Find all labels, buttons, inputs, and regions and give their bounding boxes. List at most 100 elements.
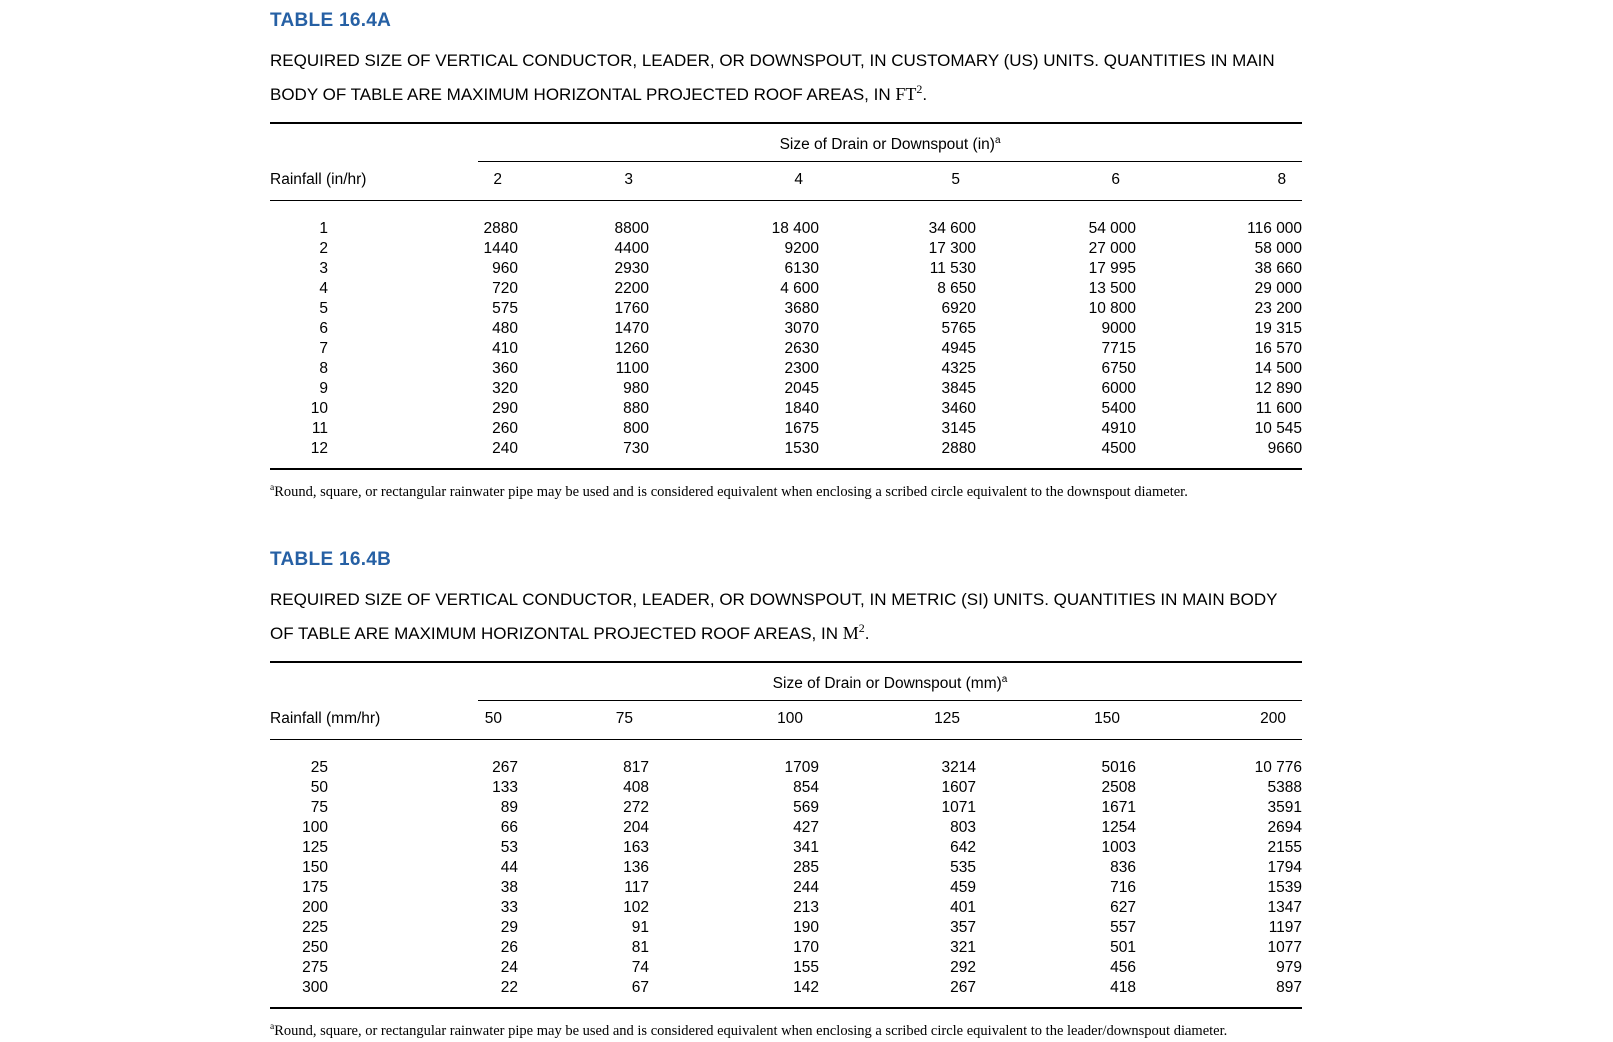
- table-body: 25 267 817 1709 3214 5016 10 776 50 133 408 854 160…: [270, 740, 1302, 1009]
- corner-cell: [270, 123, 478, 162]
- document-page: { "colors": { "accent": "#2660a4", "text…: [270, 10, 1303, 1039]
- table-cell: 2930: [614, 260, 649, 278]
- row-label: 75: [310, 799, 328, 817]
- table-cell: 10 776: [1254, 759, 1303, 777]
- span-header-note: a: [1001, 673, 1008, 685]
- row-label: 12: [310, 440, 328, 458]
- table-cell: 18 400: [771, 220, 819, 238]
- unit-symbol: M2: [842, 620, 865, 643]
- table-cell: 38 660: [1254, 260, 1303, 278]
- row-label: 8: [319, 360, 328, 378]
- table-cell: 33: [500, 899, 518, 917]
- table-cell: 459: [950, 879, 976, 897]
- table-cell: 272: [623, 799, 649, 817]
- subtitle-period: .: [922, 85, 928, 104]
- table-subtitle-b: REQUIRED SIZE OF VERTICAL CONDUCTOR, LEA…: [270, 585, 1302, 648]
- table-cell: 1675: [784, 420, 819, 438]
- table-row: 225 29 91 190 357 557 1197: [270, 918, 1302, 938]
- table-cell: 267: [492, 759, 518, 777]
- table-cell: 1470: [614, 320, 649, 338]
- table-cell: 204: [623, 819, 649, 837]
- column-header: 4: [649, 161, 819, 202]
- row-label: 3: [319, 260, 328, 278]
- table-cell: 10 545: [1254, 420, 1303, 438]
- table-cell: 1254: [1101, 819, 1136, 837]
- table-cell: 1440: [483, 240, 518, 258]
- table-cell: 29: [500, 919, 518, 937]
- span-header: Size of Drain or Downspout (in)a: [478, 123, 1303, 163]
- table-cell: 1671: [1101, 799, 1136, 817]
- table-row: 9 320 980 2045 3845 6000 12 890: [270, 379, 1302, 399]
- table-cell: 260: [492, 420, 518, 438]
- table-body: 1 2880 8800 18 400 34 600 54 000 116 000 2 1440 4…: [270, 201, 1302, 470]
- table-cell: 6750: [1101, 360, 1136, 378]
- table-cell: 535: [950, 859, 976, 877]
- table-cell: 418: [1110, 979, 1136, 997]
- table-row: 75 89 272 569 1071 1671 3591: [270, 798, 1302, 818]
- table-cell: 4400: [614, 240, 649, 258]
- table-cell: 136: [623, 859, 649, 877]
- table-cell: 5400: [1101, 400, 1136, 418]
- table-cell: 7715: [1101, 340, 1136, 358]
- unit-base: M: [842, 622, 859, 643]
- table-cell: 642: [950, 839, 976, 857]
- table-cell: 3214: [941, 759, 976, 777]
- table-cell: 9200: [784, 240, 819, 258]
- table-cell: 81: [631, 939, 649, 957]
- table-row: 200 33 102 213 401 627 1347: [270, 898, 1302, 918]
- table-row: 8 360 1100 2300 4325 6750 14 500: [270, 359, 1302, 379]
- row-label: 100: [302, 819, 328, 837]
- table-row: 150 44 136 285 535 836 1794: [270, 858, 1302, 878]
- table-cell: 190: [793, 919, 819, 937]
- table-cell: 8800: [614, 220, 649, 238]
- table-cell: 58 000: [1254, 240, 1303, 258]
- table-cell: 2155: [1267, 839, 1303, 857]
- table-cell: 4 600: [780, 280, 819, 298]
- table-cell: 16 570: [1254, 340, 1303, 358]
- table-cell: 89: [500, 799, 518, 817]
- table-row: 4 720 2200 4 600 8 650 13 500 29 000: [270, 279, 1302, 299]
- table-footnote-a: aRound, square, or rectangular rainwater…: [270, 478, 1302, 503]
- table-cell: 321: [950, 939, 976, 957]
- table-cell: 557: [1110, 919, 1136, 937]
- unit-exponent: 2: [858, 620, 865, 635]
- table-cell: 341: [793, 839, 819, 857]
- table-cell: 22: [500, 979, 518, 997]
- table-cell: 1709: [784, 759, 819, 777]
- table-cell: 1607: [941, 779, 976, 797]
- column-header: 100: [649, 700, 819, 741]
- table-cell: 980: [623, 380, 649, 398]
- table-cell: 501: [1110, 939, 1136, 957]
- table-cell: 23 200: [1254, 300, 1303, 318]
- table-cell: 117: [624, 879, 649, 897]
- table-cell: 456: [1110, 959, 1136, 977]
- span-header-note: a: [994, 135, 1001, 146]
- table-cell: 6130: [784, 260, 819, 278]
- row-axis-label: Rainfall (mm/hr): [270, 700, 478, 741]
- table-cell: 1539: [1267, 879, 1303, 897]
- row-label: 2: [319, 240, 328, 258]
- table-cell: 11 600: [1255, 400, 1303, 418]
- table-cell: 569: [793, 799, 819, 817]
- table-cell: 2880: [941, 440, 976, 458]
- table-cell: 2200: [614, 280, 649, 298]
- table-cell: 74: [631, 959, 649, 977]
- row-label: 275: [302, 959, 328, 977]
- column-header: 200: [1136, 700, 1303, 741]
- table-footnote-b: aRound, square, or rectangular rainwater…: [270, 1017, 1302, 1042]
- column-header: 50: [478, 700, 518, 741]
- table-cell: 17 300: [928, 240, 976, 258]
- table-cell: 627: [1110, 899, 1136, 917]
- row-axis-label: Rainfall (in/hr): [270, 161, 478, 202]
- footnote-text: Round, square, or rectangular rainwater …: [274, 1022, 1228, 1039]
- table-row: 6 480 1470 3070 5765 9000 19 315: [270, 319, 1302, 339]
- column-header: 6: [976, 161, 1136, 202]
- row-label: 10: [310, 400, 328, 418]
- table-row: 5 575 1760 3680 6920 10 800 23 200: [270, 299, 1302, 319]
- table-cell: 19 315: [1254, 320, 1303, 338]
- table-cell: 730: [623, 440, 649, 458]
- span-header-text: Size of Drain or Downspout (in): [779, 136, 995, 154]
- table-cell: 6000: [1101, 380, 1136, 398]
- column-header: 2: [478, 161, 518, 202]
- table-cell: 244: [793, 879, 819, 897]
